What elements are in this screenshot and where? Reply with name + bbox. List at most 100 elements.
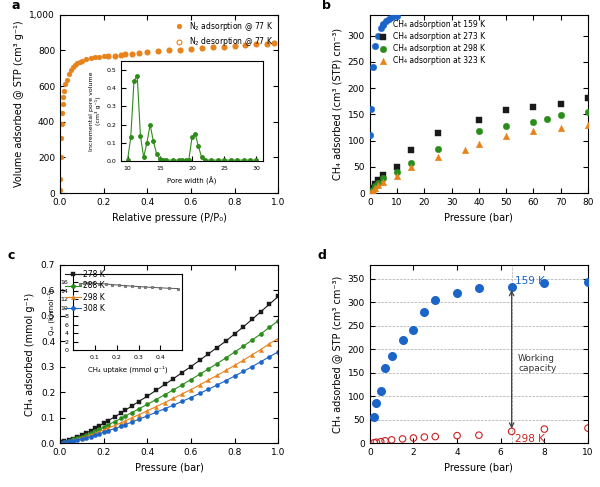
Point: [419, 433, 429, 441]
CH₄ adsorption at 159 K: [370, 42, 380, 50]
278 K: [275, 294, 282, 300]
Point: [583, 424, 593, 432]
298 K: [118, 420, 125, 426]
CH₄ adsorption at 298 K: [542, 115, 552, 123]
N$_2$ adsorption @ 77 K: [198, 45, 205, 51]
CH₄ adsorption at 323 K: [556, 124, 566, 131]
Point: [419, 308, 429, 316]
N$_2$ adsorption @ 77 K: [135, 50, 142, 56]
N$_2$ desorption @ 77 K: [263, 41, 271, 47]
Point: [430, 432, 440, 440]
N$_2$ adsorption @ 77 K: [57, 154, 64, 160]
288 K: [170, 387, 177, 393]
288 K: [83, 432, 90, 438]
N$_2$ adsorption @ 77 K: [74, 60, 81, 66]
308 K: [83, 435, 90, 441]
308 K: [196, 391, 203, 396]
288 K: [91, 428, 98, 434]
Point: [398, 336, 407, 344]
Point: [371, 438, 381, 446]
278 K: [118, 410, 125, 416]
Point: [370, 413, 379, 421]
278 K: [100, 420, 107, 426]
298 K: [214, 373, 221, 378]
288 K: [187, 377, 194, 383]
N$_2$ adsorption @ 77 K: [57, 176, 64, 182]
278 K: [205, 351, 212, 357]
288 K: [118, 415, 125, 421]
278 K: [196, 357, 203, 363]
278 K: [152, 388, 160, 393]
278 K: [59, 439, 66, 445]
308 K: [222, 378, 229, 384]
CH₄ adsorption at 298 K: [502, 122, 511, 130]
298 K: [78, 435, 85, 441]
N$_2$ adsorption @ 77 K: [65, 72, 73, 77]
278 K: [104, 418, 112, 424]
N$_2$ adsorption @ 77 K: [122, 51, 129, 57]
298 K: [122, 418, 129, 424]
Text: 298 K: 298 K: [515, 434, 545, 444]
CH₄ adsorption at 159 K: [387, 13, 397, 21]
Line: N$_2$ desorption @ 77 K: N$_2$ desorption @ 77 K: [106, 41, 276, 58]
N$_2$ adsorption @ 77 K: [155, 48, 162, 54]
298 K: [222, 368, 229, 374]
308 K: [104, 428, 112, 433]
N$_2$ desorption @ 77 K: [198, 45, 205, 51]
N$_2$ adsorption @ 77 K: [61, 88, 68, 94]
298 K: [87, 432, 94, 438]
308 K: [161, 406, 169, 412]
N$_2$ adsorption @ 77 K: [56, 187, 64, 192]
Legend: CH₄ adsorption at 159 K, CH₄ adsorption at 273 K, CH₄ adsorption at 298 K, CH₄ a: CH₄ adsorption at 159 K, CH₄ adsorption …: [374, 19, 487, 67]
CH₄ adsorption at 159 K: [376, 24, 386, 32]
CH₄ adsorption at 298 K: [474, 127, 484, 135]
X-axis label: Relative pressure (P/P₀): Relative pressure (P/P₀): [112, 213, 227, 223]
Point: [452, 289, 462, 297]
Legend: N$_2$ adsorption @ 77 K, N$_2$ desorption @ 77 K: N$_2$ adsorption @ 77 K, N$_2$ desorptio…: [170, 19, 274, 50]
CH₄ adsorption at 298 K: [367, 187, 376, 195]
288 K: [128, 410, 136, 415]
288 K: [122, 413, 129, 419]
N$_2$ adsorption @ 77 K: [59, 101, 67, 107]
288 K: [214, 361, 221, 367]
Point: [507, 283, 517, 291]
288 K: [61, 439, 68, 445]
298 K: [59, 440, 66, 446]
308 K: [152, 410, 160, 415]
Line: 278 K: 278 K: [60, 295, 280, 445]
CH₄ adsorption at 298 K: [379, 174, 388, 182]
N$_2$ desorption @ 77 K: [220, 44, 227, 50]
308 K: [135, 416, 142, 422]
298 K: [179, 391, 186, 397]
288 K: [111, 419, 118, 425]
298 K: [91, 431, 98, 436]
CH₄ adsorption at 323 K: [370, 184, 380, 192]
278 K: [222, 338, 229, 344]
N$_2$ adsorption @ 77 K: [60, 94, 67, 100]
CH₄ adsorption at 323 K: [406, 163, 416, 171]
CH₄ adsorption at 273 K: [502, 106, 511, 114]
288 K: [257, 331, 265, 337]
CH₄ adsorption at 323 K: [583, 121, 593, 129]
X-axis label: Pressure (bar): Pressure (bar): [445, 463, 514, 472]
N$_2$ desorption @ 77 K: [187, 46, 194, 52]
N$_2$ adsorption @ 77 K: [83, 56, 90, 62]
278 K: [78, 432, 85, 438]
308 K: [170, 402, 177, 408]
Point: [387, 352, 397, 360]
298 K: [111, 423, 118, 429]
308 K: [61, 439, 68, 445]
N$_2$ adsorption @ 77 K: [70, 64, 77, 70]
Line: 298 K: 298 K: [60, 337, 280, 445]
298 K: [248, 352, 256, 358]
308 K: [91, 432, 98, 438]
278 K: [214, 345, 221, 351]
Line: N$_2$ adsorption @ 77 K: N$_2$ adsorption @ 77 K: [58, 41, 276, 192]
Point: [380, 364, 390, 372]
N$_2$ adsorption @ 77 K: [95, 54, 103, 60]
308 K: [65, 438, 73, 444]
298 K: [187, 387, 194, 393]
308 K: [257, 359, 265, 365]
298 K: [100, 427, 107, 433]
N$_2$ desorption @ 77 K: [231, 43, 238, 49]
